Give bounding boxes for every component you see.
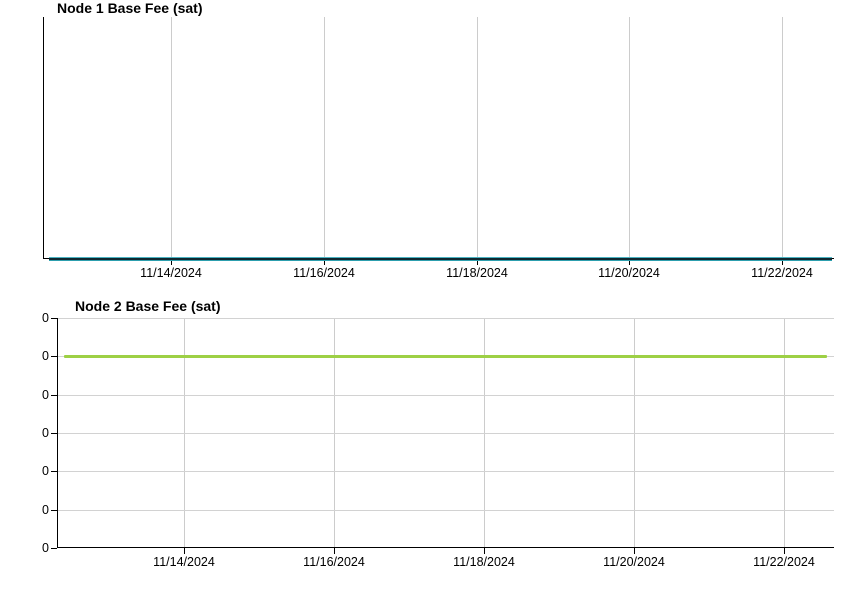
x-gridline [629,17,630,258]
y-tick-label: 0 [42,388,49,402]
y-axis-tick [51,548,57,549]
x-tick-label: 11/16/2024 [293,266,355,280]
x-axis-tick [782,259,783,265]
x-tick-label: 11/22/2024 [753,555,815,569]
y-gridline [58,471,834,472]
x-axis-tick [477,259,478,265]
x-tick-label: 11/22/2024 [751,266,813,280]
x-gridline [484,318,485,547]
x-tick-label: 11/16/2024 [303,555,365,569]
x-axis-tick [784,548,785,554]
y-tick-label: 0 [42,464,49,478]
y-tick-label: 0 [42,349,49,363]
y-axis-tick [51,395,57,396]
y-axis-tick [51,356,57,357]
series-line-node2 [64,355,827,358]
x-gridline [334,318,335,547]
y-gridline [58,433,834,434]
x-axis-tick [324,259,325,265]
x-gridline [171,17,172,258]
y-gridline [58,318,834,319]
x-axis-tick [334,548,335,554]
chart-title-node2: Node 2 Base Fee (sat) [75,298,221,314]
x-axis-tick [171,259,172,265]
y-tick-label: 0 [42,541,49,555]
plot-area-node2: 11/14/2024 11/16/2024 11/18/2024 11/20/2024… [42,311,834,569]
x-axis-tick [484,548,485,554]
y-axis-tick [51,471,57,472]
y-axis-tick [51,510,57,511]
x-gridline [784,318,785,547]
x-tick-label: 11/20/2024 [598,266,660,280]
x-tick-label: 11/14/2024 [140,266,202,280]
y-tick-label: 0 [42,426,49,440]
series-line-node1 [49,257,832,261]
y-gridline [58,510,834,511]
x-tick-label: 11/18/2024 [446,266,508,280]
x-gridline [324,17,325,258]
x-gridline [477,17,478,258]
x-tick-label: 11/20/2024 [603,555,665,569]
x-axis-tick [629,259,630,265]
y-axis-tick [51,433,57,434]
x-gridline [782,17,783,258]
y-axis-tick [51,318,57,319]
y-tick-label: 0 [42,503,49,517]
chart-title-node1: Node 1 Base Fee (sat) [57,0,203,16]
x-tick-label: 11/18/2024 [453,555,515,569]
x-gridline [184,318,185,547]
plot-area-node1: 11/14/2024 11/16/2024 11/18/2024 11/20/2024… [43,17,834,280]
y-gridline [58,395,834,396]
y-tick-label: 0 [42,311,49,325]
x-axis-tick [634,548,635,554]
x-gridline [634,318,635,547]
x-axis-tick [184,548,185,554]
x-tick-label: 11/14/2024 [153,555,215,569]
